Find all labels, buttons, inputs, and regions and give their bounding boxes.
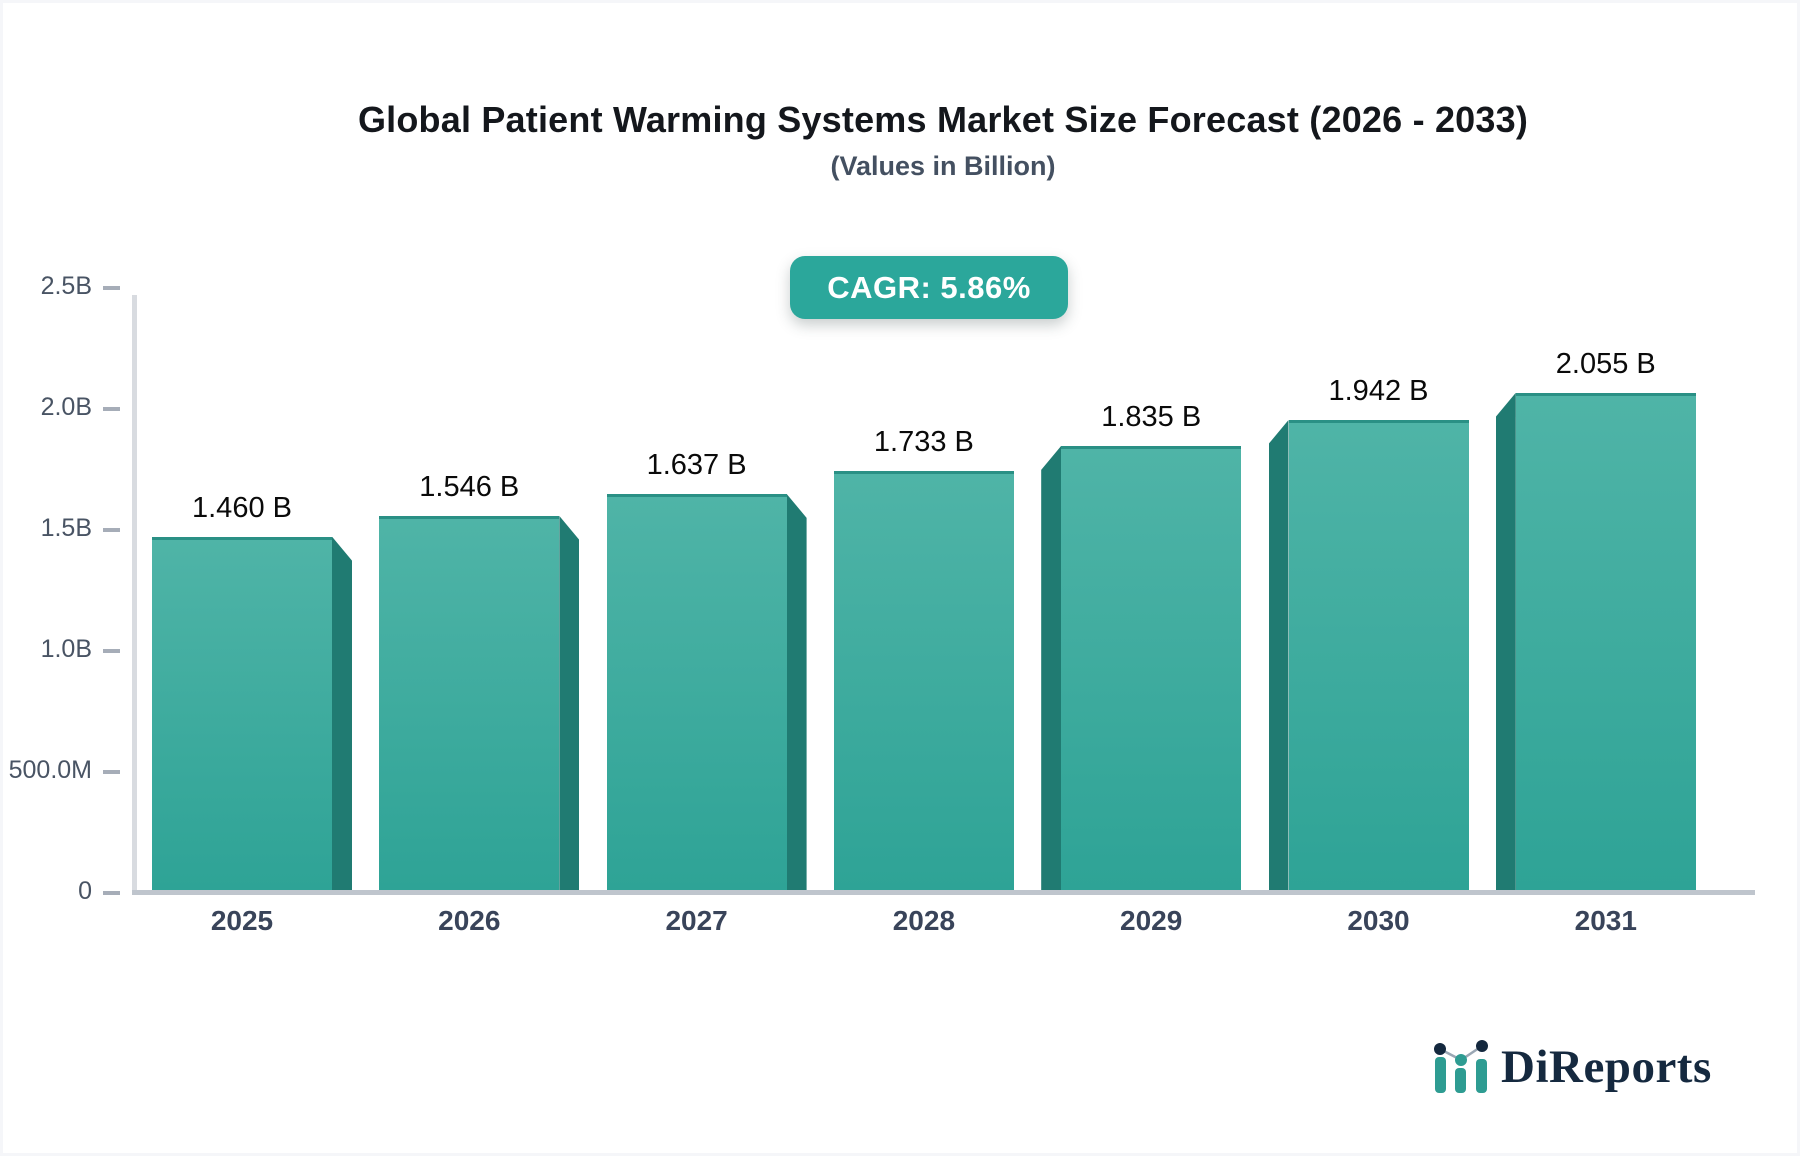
y-axis-tick-label: 1.5B xyxy=(40,514,92,542)
bar-2027-side-shade xyxy=(786,493,807,890)
y-axis-tick-label: 2.0B xyxy=(40,393,92,421)
y-axis-tick xyxy=(103,407,120,411)
bar-chart-plot-area: 0 500.0M 1.0B 1.5B 2.0B 2.5B 1.460 B 2025 1.546 … xyxy=(3,3,1797,1153)
direports-logo: DiReports xyxy=(1431,1037,1712,1097)
bar-2030 xyxy=(1288,420,1469,890)
bar-value-label: 1.546 B xyxy=(419,470,520,503)
y-axis-tick xyxy=(103,891,120,895)
bar-value-label: 2.055 B xyxy=(1555,347,1656,380)
cagr-badge: CAGR: 5.86% xyxy=(790,256,1068,319)
cagr-badge-text: CAGR: 5.86% xyxy=(827,269,1031,305)
x-axis-label: 2030 xyxy=(1347,905,1410,936)
direports-logo-icon xyxy=(1434,1040,1488,1093)
y-axis-tick-label: 1.0B xyxy=(40,635,92,663)
chart-title: Global Patient Warming Systems Market Si… xyxy=(357,99,1529,140)
y-axis-tick xyxy=(103,770,120,774)
bar-2031 xyxy=(1515,392,1696,890)
bar-2029-side-shade xyxy=(1041,445,1062,890)
y-axis-tick xyxy=(103,528,120,532)
x-axis-label: 2026 xyxy=(438,905,501,936)
chart-card: Global Patient Warming Systems Market Si… xyxy=(3,3,1797,1153)
x-axis-label: 2025 xyxy=(210,905,274,936)
y-axis-tick-label: 2.5B xyxy=(40,272,92,300)
bar-2029 xyxy=(1061,445,1242,890)
y-axis-tick xyxy=(103,286,120,290)
bar-2026-side-shade xyxy=(559,515,580,890)
y-axis-tick xyxy=(103,649,120,653)
chart-subtitle: (Values in Billion) xyxy=(830,151,1056,181)
bar-2030-side-shade xyxy=(1268,420,1289,890)
bar-2028 xyxy=(833,470,1014,890)
x-axis-label: 2031 xyxy=(1574,905,1637,936)
bar-2031-side-shade xyxy=(1495,392,1516,890)
x-axis-label: 2027 xyxy=(665,905,728,936)
bar-value-label: 1.637 B xyxy=(646,448,747,481)
y-axis-line xyxy=(132,295,137,894)
bar-value-label: 1.942 B xyxy=(1328,375,1429,408)
bar-2026 xyxy=(379,515,560,890)
bar-value-label: 1.460 B xyxy=(192,491,292,524)
bar-2025-side-shade xyxy=(332,536,352,890)
y-axis-tick-label: 500.0M xyxy=(8,756,92,784)
x-axis-label: 2028 xyxy=(892,905,956,936)
y-axis-tick-label: 0 xyxy=(78,877,92,905)
x-axis-line xyxy=(132,890,1755,895)
x-axis-label: 2029 xyxy=(1120,905,1183,936)
bar-value-label: 1.835 B xyxy=(1101,400,1202,433)
bar-2027 xyxy=(606,493,787,890)
direports-logo-text: DiReports xyxy=(1501,1041,1712,1093)
bar-2025 xyxy=(152,536,332,890)
bar-value-label: 1.733 B xyxy=(873,425,974,458)
